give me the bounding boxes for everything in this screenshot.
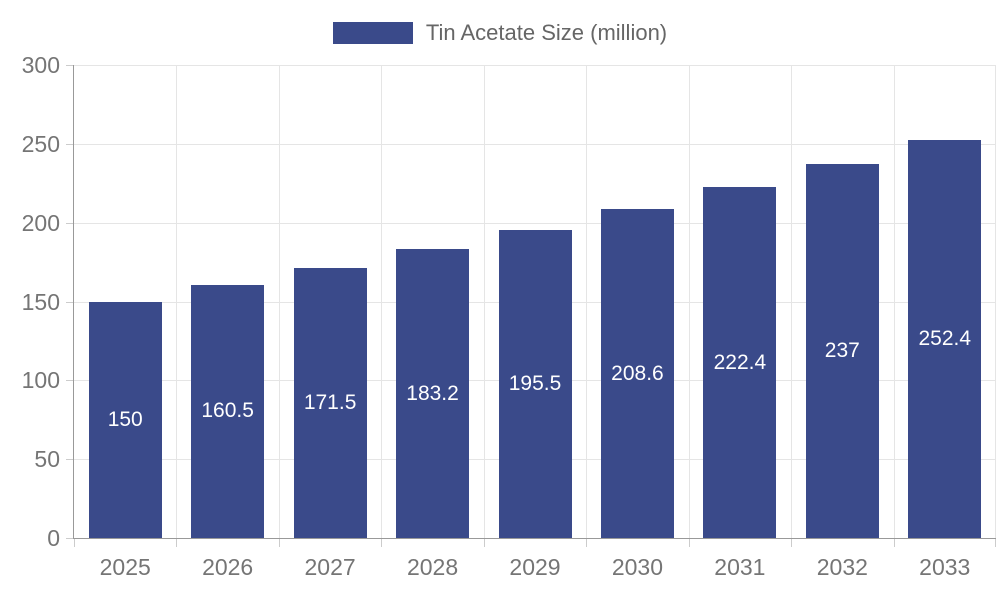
legend-swatch[interactable] bbox=[332, 22, 413, 44]
gridline-vertical bbox=[483, 65, 485, 538]
y-axis-tick bbox=[66, 222, 73, 224]
bar-value-label: 237 bbox=[824, 339, 860, 363]
gridline-horizontal bbox=[74, 65, 996, 66]
y-axis-tick bbox=[66, 301, 73, 303]
bar-value-label: 160.5 bbox=[201, 399, 254, 423]
legend[interactable]: Tin Acetate Size (million) bbox=[0, 20, 1000, 46]
y-axis-label: 300 bbox=[21, 52, 60, 78]
bar-value-label: 150 bbox=[107, 407, 143, 431]
bar-value-label: 208.6 bbox=[611, 361, 664, 385]
y-axis-label: 150 bbox=[21, 288, 60, 315]
bar-2025[interactable]: 150 bbox=[88, 301, 162, 538]
x-axis-tick bbox=[893, 539, 895, 547]
gridline-vertical bbox=[176, 65, 178, 538]
y-axis-label: 200 bbox=[21, 209, 60, 236]
gridline-vertical bbox=[586, 65, 588, 538]
y-axis-tick bbox=[66, 459, 73, 461]
gridline-vertical bbox=[893, 65, 895, 538]
legend-label[interactable]: Tin Acetate Size (million) bbox=[425, 20, 668, 45]
x-axis-tick bbox=[176, 539, 178, 547]
y-axis-label: 250 bbox=[21, 130, 60, 157]
x-axis-label: 2033 bbox=[919, 554, 971, 580]
gridline-vertical bbox=[278, 65, 280, 538]
plot-area: 0 50 100 150 200 250 300 2025 150 2026 160.5 2027 17… bbox=[22, 52, 996, 580]
x-axis-label: 2025 bbox=[99, 554, 151, 580]
x-axis-label: 2030 bbox=[611, 554, 664, 580]
gridline-horizontal bbox=[74, 143, 996, 145]
bar-2031[interactable]: 222.4 bbox=[703, 187, 777, 538]
y-axis-tick bbox=[66, 65, 73, 66]
x-axis-tick bbox=[688, 539, 690, 547]
bar-value-label: 183.2 bbox=[406, 381, 459, 405]
bar-2033[interactable]: 252.4 bbox=[908, 140, 982, 538]
x-axis-tick bbox=[278, 539, 280, 547]
bar-2030[interactable]: 208.6 bbox=[600, 209, 674, 538]
bar-value-label: 171.5 bbox=[303, 390, 357, 414]
y-axis-tick bbox=[66, 143, 73, 145]
bar-2027[interactable]: 171.5 bbox=[293, 267, 367, 538]
x-axis-label: 2026 bbox=[202, 554, 254, 580]
x-axis-tick bbox=[995, 539, 996, 547]
bar-2029[interactable]: 195.5 bbox=[498, 229, 572, 538]
x-axis-tick bbox=[483, 539, 485, 547]
y-axis-label: 100 bbox=[21, 367, 60, 394]
x-axis-label: 2027 bbox=[304, 554, 356, 580]
x-axis-tick bbox=[74, 539, 75, 547]
x-axis-label: 2028 bbox=[406, 554, 459, 580]
bar-value-label: 252.4 bbox=[918, 327, 972, 351]
x-axis-tick bbox=[586, 539, 588, 547]
x-axis-label: 2031 bbox=[714, 554, 766, 580]
y-axis-tick bbox=[66, 380, 73, 382]
y-axis-label: 50 bbox=[34, 446, 60, 473]
gridline-vertical bbox=[381, 65, 383, 538]
x-axis-tick bbox=[791, 539, 793, 547]
bar-2032[interactable]: 237 bbox=[805, 164, 879, 538]
bar-2026[interactable]: 160.5 bbox=[191, 284, 265, 538]
gridline-vertical bbox=[791, 65, 793, 538]
x-axis-label: 2032 bbox=[816, 554, 868, 580]
y-axis-label: 0 bbox=[47, 525, 60, 551]
x-axis-tick bbox=[381, 539, 383, 547]
bar-value-label: 195.5 bbox=[508, 371, 562, 395]
gridline-horizontal bbox=[74, 222, 996, 224]
gridline-vertical bbox=[995, 65, 996, 538]
bar-2028[interactable]: 183.2 bbox=[396, 249, 470, 538]
bar-value-label: 222.4 bbox=[713, 350, 767, 374]
x-axis-label: 2029 bbox=[509, 554, 561, 580]
y-axis-tick bbox=[66, 538, 73, 539]
gridline-vertical bbox=[688, 65, 690, 538]
